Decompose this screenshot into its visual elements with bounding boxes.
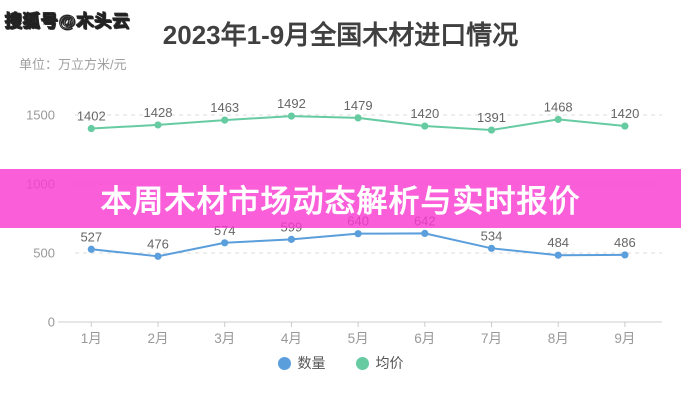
page-title: 2023年1-9月全国木材进口情况 — [162, 20, 519, 50]
svg-text:1479: 1479 — [344, 98, 373, 113]
svg-text:1468: 1468 — [544, 99, 573, 114]
svg-text:527: 527 — [80, 229, 102, 244]
svg-text:500: 500 — [33, 246, 55, 261]
svg-text:1420: 1420 — [410, 106, 439, 121]
svg-text:1463: 1463 — [210, 100, 239, 115]
svg-text:1391: 1391 — [477, 110, 506, 125]
svg-text:4月: 4月 — [281, 331, 302, 346]
svg-text:534: 534 — [481, 228, 503, 243]
legend: 数量 均价 — [0, 353, 681, 373]
unit-label: 单位：万立方米/元 — [19, 57, 127, 72]
promo-banner-text: 本周木材市场动态解析与实时报价 — [100, 184, 581, 219]
svg-text:1492: 1492 — [277, 96, 306, 111]
price-dot-icon — [355, 356, 369, 370]
watermark: 搜狐号@木头云 — [5, 12, 131, 32]
svg-text:486: 486 — [614, 235, 636, 250]
legend-label-price: 均价 — [375, 355, 404, 371]
svg-text:2月: 2月 — [147, 331, 168, 346]
legend-label-quantity: 数量 — [297, 355, 326, 371]
svg-text:3月: 3月 — [214, 331, 235, 346]
promo-banner: 本周木材市场动态解析与实时报价 — [0, 169, 681, 228]
svg-text:1420: 1420 — [610, 106, 639, 121]
svg-text:1428: 1428 — [144, 105, 173, 120]
svg-text:0: 0 — [48, 315, 55, 330]
svg-text:1402: 1402 — [77, 109, 106, 124]
svg-text:1500: 1500 — [26, 108, 55, 123]
svg-text:9月: 9月 — [614, 331, 635, 346]
svg-text:484: 484 — [547, 235, 569, 250]
svg-text:7月: 7月 — [481, 331, 502, 346]
legend-item-price[interactable]: 均价 — [355, 353, 404, 373]
svg-text:476: 476 — [147, 236, 169, 251]
svg-text:1月: 1月 — [81, 331, 102, 346]
svg-text:6月: 6月 — [414, 331, 435, 346]
svg-text:8月: 8月 — [548, 331, 569, 346]
quantity-dot-icon — [277, 356, 291, 370]
svg-text:5月: 5月 — [348, 331, 369, 346]
legend-item-quantity[interactable]: 数量 — [277, 353, 326, 373]
